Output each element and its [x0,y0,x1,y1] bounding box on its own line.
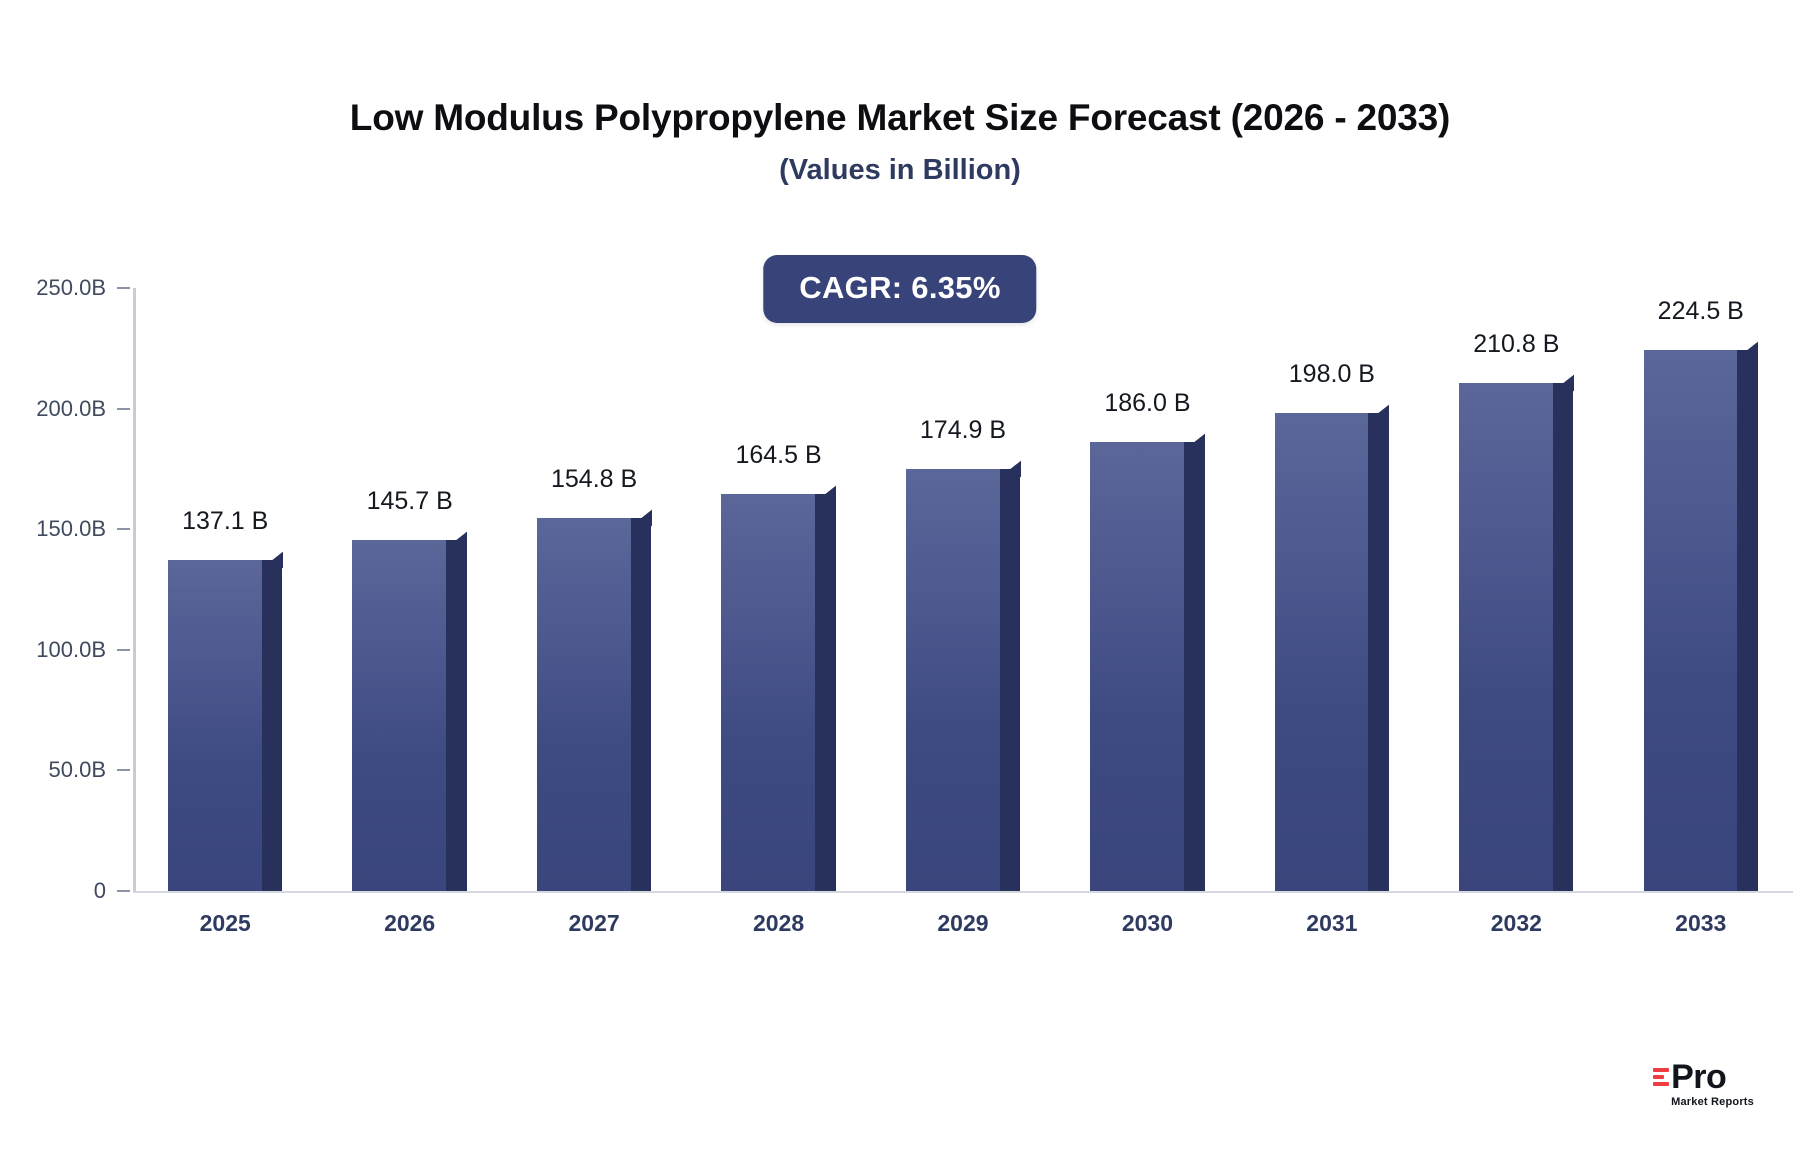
bar-value-label: 186.0 B [1104,389,1191,418]
bar-slot: 154.8 B [536,288,652,891]
y-axis-tick-label: 150.0B [36,516,106,542]
bars-layer: 137.1 B 145.7 B 154.8 B 164.5 B 174.9 B 186.0… [133,288,1793,891]
bar[interactable] [1090,434,1205,891]
x-axis-tick-label: 2028 [752,910,805,936]
y-axis-tick-label: 200.0B [36,395,106,421]
bar-front-face [1459,382,1553,891]
logo-bars-icon [1653,1068,1670,1087]
logo-tagline: Market Reports [1671,1096,1754,1108]
bar-value-label: 224.5 B [1657,296,1744,325]
bar[interactable] [721,486,836,891]
bar-front-face [352,539,447,891]
bar-value-label: 164.5 B [735,441,822,470]
bar-side-face [446,539,467,891]
y-axis-tick-label: 250.0B [36,275,106,300]
y-axis-tick-mark [117,528,130,531]
bar[interactable] [1274,405,1390,891]
bar-slot: 210.8 B [1459,288,1574,891]
y-axis-line [133,288,136,893]
logo: Pro Market Reports [1653,1057,1754,1108]
bar[interactable] [1459,374,1574,891]
bar[interactable] [168,552,283,891]
bar-slot: 145.7 B [352,288,467,891]
bar[interactable] [1643,341,1758,891]
x-axis-line [133,891,1793,893]
bar-slot: 137.1 B [168,288,283,891]
y-axis-tick-mark [117,890,130,892]
bar-front-face [536,517,631,891]
bar-front-face [905,469,1000,891]
y-axis-tick-mark [117,407,130,410]
x-axis-tick-label: 2031 [1306,910,1358,936]
bar-value-label: 198.0 B [1288,360,1375,389]
cagr-badge: CAGR: 6.35% [763,255,1037,323]
bar-front-face [168,560,262,891]
y-axis-tick-mark [117,287,130,289]
x-axis-tick-label: 2032 [1490,910,1542,936]
x-axis-tick-label: 2033 [1675,910,1727,936]
y-axis-tick-label: 50.0B [48,757,107,783]
x-axis-tick-label: 2027 [568,910,620,936]
bar-side-face [999,469,1021,891]
bar-slot: 174.9 B [905,288,1021,891]
y-axis-tick-label: 100.0B [36,636,106,662]
bar-value-label: 137.1 B [182,507,269,536]
bar-side-face [630,517,652,891]
bar[interactable] [536,509,652,891]
bar-slot: 186.0 B [1090,288,1205,891]
x-axis-tick-label: 2026 [384,910,436,936]
bar-value-label: 145.7 B [366,486,453,515]
y-axis-tick-mark [117,769,130,772]
bar-side-face [1737,349,1758,891]
bar-side-face [815,494,836,891]
y-axis-tick-mark [117,648,130,651]
bar-front-face [1274,413,1369,891]
bar-slot: 164.5 B [721,288,836,891]
bar-side-face [1184,442,1205,891]
bar-front-face [1643,349,1738,891]
bar-side-face [261,560,283,891]
bar-value-label: 154.8 B [551,464,638,493]
bar[interactable] [905,461,1021,891]
bar-side-face [1552,382,1574,891]
logo-name: Pro [1671,1057,1727,1096]
y-axis-tick-label: 0 [93,878,106,903]
bar-value-label: 210.8 B [1473,329,1560,358]
bar-front-face [721,494,816,891]
x-axis-tick-label: 2025 [199,910,251,936]
bar-slot: 198.0 B [1274,288,1390,891]
bar-side-face [1368,413,1390,891]
bar[interactable] [352,531,467,891]
bar-slot: 224.5 B [1643,288,1758,891]
x-axis-tick-label: 2030 [1121,910,1174,936]
bar-front-face [1090,442,1185,891]
x-axis-tick-label: 2029 [937,910,989,936]
logo-row: Pro [1653,1057,1727,1096]
bar-value-label: 174.9 B [919,416,1007,445]
